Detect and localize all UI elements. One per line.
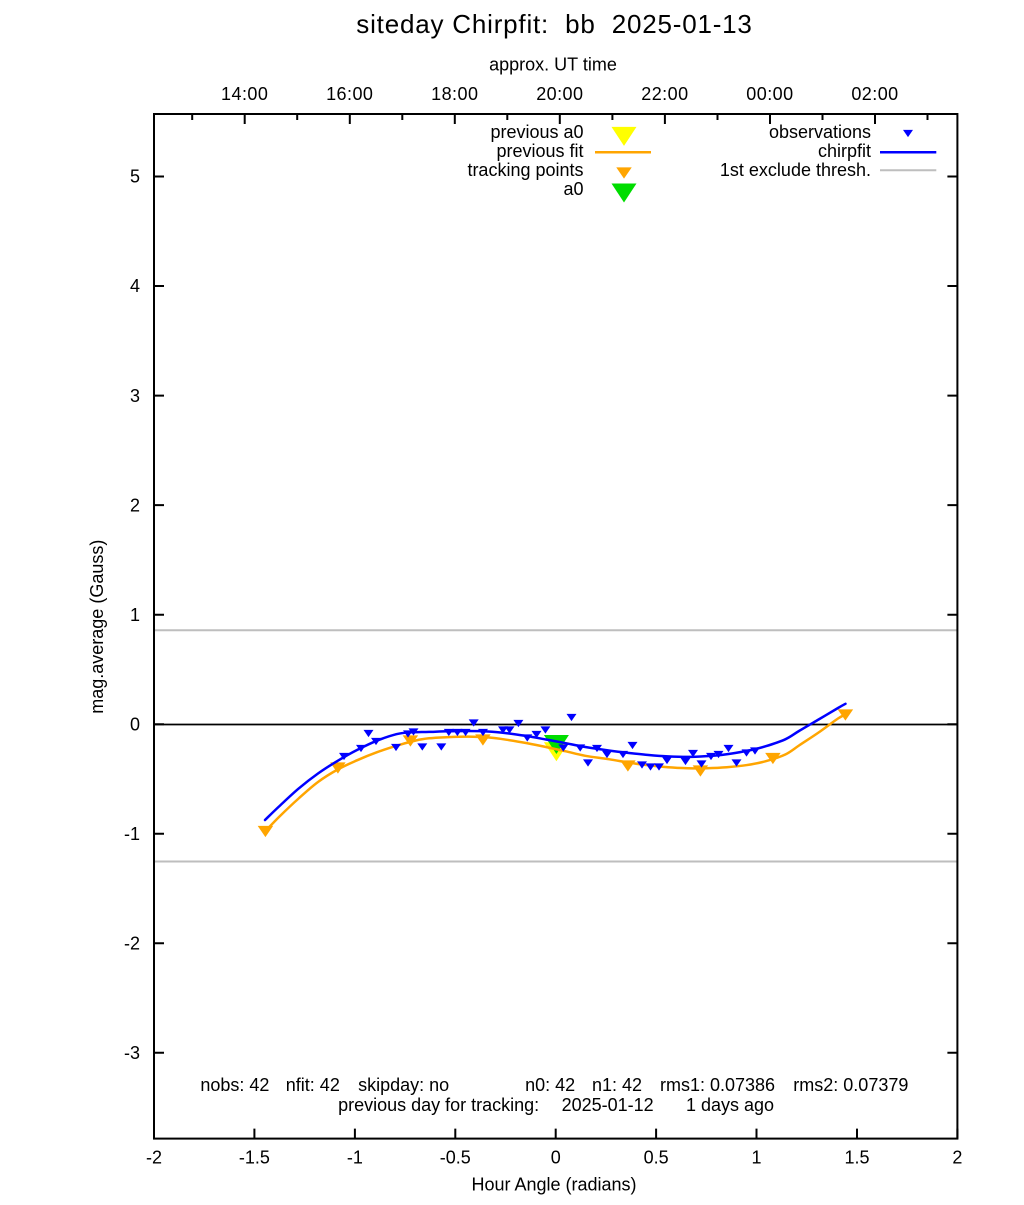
svg-text:1: 1 — [752, 1148, 762, 1168]
svg-text:00:00: 00:00 — [746, 84, 793, 104]
svg-text:1: 1 — [130, 605, 140, 625]
svg-text:2025-01-12: 2025-01-12 — [562, 1095, 654, 1115]
svg-text:n0: 42: n0: 42 — [525, 1075, 575, 1095]
svg-text:a0: a0 — [563, 179, 583, 199]
svg-text:-0.5: -0.5 — [440, 1148, 471, 1168]
svg-text:observations: observations — [769, 122, 871, 142]
svg-text:0.5: 0.5 — [644, 1148, 669, 1168]
svg-text:-1: -1 — [347, 1148, 363, 1168]
svg-text:0: 0 — [130, 714, 140, 734]
svg-text:02:00: 02:00 — [851, 84, 898, 104]
svg-text:1st exclude thresh.: 1st exclude thresh. — [720, 160, 871, 180]
svg-text:nfit: 42: nfit: 42 — [286, 1075, 340, 1095]
svg-text:-1.5: -1.5 — [239, 1148, 270, 1168]
svg-text:-1: -1 — [124, 824, 140, 844]
svg-text:14:00: 14:00 — [221, 84, 268, 104]
svg-text:previous fit: previous fit — [496, 141, 583, 161]
svg-text:nobs: 42: nobs: 42 — [200, 1075, 269, 1095]
svg-text:1 days ago: 1 days ago — [686, 1095, 774, 1115]
svg-text:previous a0: previous a0 — [490, 122, 583, 142]
svg-text:1.5: 1.5 — [844, 1148, 869, 1168]
svg-text:approx. UT time: approx. UT time — [489, 55, 617, 75]
svg-text:siteday Chirpfit: bb 2025-01: siteday Chirpfit: bb 2025-01-13 — [356, 9, 752, 39]
svg-text:rms1: 0.07386: rms1: 0.07386 — [660, 1075, 775, 1095]
svg-text:previous day for tracking:: previous day for tracking: — [338, 1095, 539, 1115]
svg-text:2: 2 — [130, 495, 140, 515]
svg-text:-2: -2 — [146, 1148, 162, 1168]
svg-text:3: 3 — [130, 386, 140, 406]
svg-text:-2: -2 — [124, 934, 140, 954]
svg-text:n1: 42: n1: 42 — [592, 1075, 642, 1095]
svg-text:4: 4 — [130, 276, 140, 296]
svg-text:16:00: 16:00 — [326, 84, 373, 104]
svg-text:mag.average (Gauss): mag.average (Gauss) — [87, 540, 107, 714]
svg-text:18:00: 18:00 — [431, 84, 478, 104]
svg-text:tracking points: tracking points — [467, 160, 583, 180]
svg-text:chirpfit: chirpfit — [818, 141, 871, 161]
svg-text:20:00: 20:00 — [536, 84, 583, 104]
svg-text:Hour Angle (radians): Hour Angle (radians) — [471, 1175, 636, 1195]
svg-text:0: 0 — [551, 1148, 561, 1168]
svg-text:rms2: 0.07379: rms2: 0.07379 — [793, 1075, 908, 1095]
svg-text:skipday: no: skipday: no — [358, 1075, 449, 1095]
svg-text:22:00: 22:00 — [641, 84, 688, 104]
svg-text:2: 2 — [952, 1148, 962, 1168]
svg-text:5: 5 — [130, 167, 140, 187]
svg-text:-3: -3 — [124, 1043, 140, 1063]
